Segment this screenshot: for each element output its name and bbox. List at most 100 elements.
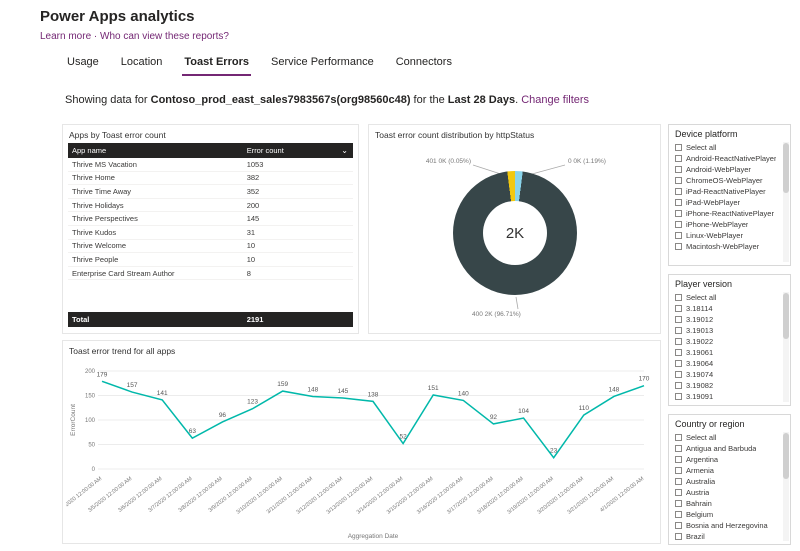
checkbox[interactable]	[675, 221, 682, 228]
filter-panel: Player version Select all 3.18114 3.19012 3…	[668, 274, 791, 406]
checkbox[interactable]	[675, 243, 682, 250]
filter-scrollbar-thumb[interactable]	[783, 433, 789, 479]
filter-option[interactable]: Select all	[675, 142, 778, 153]
checkbox[interactable]	[675, 316, 682, 323]
checkbox[interactable]	[675, 445, 682, 452]
filter-option[interactable]: iPhone-WebPlayer	[675, 219, 778, 230]
checkbox[interactable]	[675, 338, 682, 345]
tab-location[interactable]: Location	[120, 56, 163, 68]
filter-option[interactable]: 3.19013	[675, 325, 778, 336]
checkbox[interactable]	[675, 467, 682, 474]
value-label: 63	[189, 428, 197, 435]
filter-option[interactable]: Australia	[675, 476, 778, 487]
filter-option[interactable]: Bahrain	[675, 498, 778, 509]
donut-callout-401: 401 0K (0.05%)	[425, 158, 471, 165]
filter-option[interactable]: Antigua and Barbuda	[675, 443, 778, 454]
tab-connectors[interactable]: Connectors	[395, 56, 452, 68]
filter-option[interactable]: Armenia	[675, 465, 778, 476]
trend-line[interactable]	[101, 380, 645, 459]
tab-usage[interactable]: Usage	[67, 56, 99, 68]
filter-option[interactable]: Android-ReactNativePlayer	[675, 153, 778, 164]
column-header-app-name[interactable]: App name	[72, 146, 107, 155]
table-row[interactable]: Enterprise Card Stream Author 8	[68, 267, 353, 281]
checkbox[interactable]	[675, 349, 682, 356]
checkbox[interactable]	[675, 434, 682, 441]
checkbox[interactable]	[675, 456, 682, 463]
table-row[interactable]: Thrive MS Vacation 1053	[68, 158, 353, 172]
checkbox[interactable]	[675, 382, 682, 389]
filter-scrollbar[interactable]	[783, 432, 789, 541]
checkbox[interactable]	[675, 155, 682, 162]
filter-option[interactable]: iPad-ReactNativePlayer	[675, 186, 778, 197]
chevron-down-icon[interactable]: ⌄	[341, 145, 348, 155]
donut-chart[interactable]: 2K	[453, 171, 577, 295]
filter-option[interactable]: 3.19082	[675, 380, 778, 391]
checkbox[interactable]	[675, 489, 682, 496]
table-row[interactable]: Thrive Home 382	[68, 172, 353, 186]
filter-option-label: 3.19012	[686, 315, 714, 324]
filter-option[interactable]: 3.19091	[675, 391, 778, 402]
filter-option[interactable]: Select all	[675, 292, 778, 303]
value-label: 170	[639, 376, 650, 383]
table-row[interactable]: Thrive Welcome 10	[68, 240, 353, 254]
checkbox[interactable]	[675, 177, 682, 184]
checkbox[interactable]	[675, 327, 682, 334]
who-can-view-link[interactable]: Who can view these reports?	[100, 31, 229, 42]
filter-scrollbar[interactable]	[783, 292, 789, 402]
checkbox[interactable]	[675, 210, 682, 217]
filter-option[interactable]: Select all	[675, 432, 778, 443]
y-tick-label: 100	[85, 418, 96, 424]
checkbox[interactable]	[675, 511, 682, 518]
filter-option[interactable]: 3.18114	[675, 303, 778, 314]
checkbox[interactable]	[675, 371, 682, 378]
checkbox[interactable]	[675, 500, 682, 507]
filter-option[interactable]: iPad-WebPlayer	[675, 197, 778, 208]
checkbox[interactable]	[675, 522, 682, 529]
checkbox[interactable]	[675, 393, 682, 400]
table-row[interactable]: Thrive People 10	[68, 253, 353, 267]
filter-option[interactable]: 3.19022	[675, 336, 778, 347]
value-label: 104	[518, 408, 529, 415]
filter-option[interactable]: 3.19074	[675, 369, 778, 380]
checkbox[interactable]	[675, 144, 682, 151]
apps-table-title: Apps by Toast error count	[69, 130, 166, 140]
filter-option[interactable]: Austria	[675, 487, 778, 498]
filter-scrollbar-thumb[interactable]	[783, 143, 789, 194]
table-row[interactable]: Thrive Perspectives 145	[68, 212, 353, 226]
filter-option[interactable]: Macintosh-WebPlayer	[675, 241, 778, 252]
filter-option[interactable]: iPhone-ReactNativePlayer	[675, 208, 778, 219]
table-row[interactable]: Thrive Time Away 352	[68, 185, 353, 199]
filter-option[interactable]: Argentina	[675, 454, 778, 465]
checkbox[interactable]	[675, 305, 682, 312]
checkbox[interactable]	[675, 188, 682, 195]
table-row[interactable]: Thrive Kudos 31	[68, 226, 353, 240]
filter-option[interactable]: Belgium	[675, 509, 778, 520]
filter-option[interactable]: Android-WebPlayer	[675, 164, 778, 175]
table-row[interactable]: Thrive Holidays 200	[68, 199, 353, 213]
learn-more-link[interactable]: Learn more	[40, 31, 92, 42]
table-header-row[interactable]: App name Error count ⌄	[68, 143, 353, 158]
filter-option[interactable]: 3.19012	[675, 314, 778, 325]
value-label: 148	[608, 386, 619, 393]
checkbox[interactable]	[675, 166, 682, 173]
checkbox[interactable]	[675, 478, 682, 485]
change-filters-link[interactable]: Change filters	[521, 94, 590, 106]
tab-toast-errors[interactable]: Toast Errors	[182, 52, 251, 76]
checkbox[interactable]	[675, 294, 682, 301]
column-header-error-count[interactable]: Error count ⌄	[245, 146, 353, 155]
filter-option[interactable]: 3.19061	[675, 347, 778, 358]
tab-service-performance[interactable]: Service Performance	[270, 56, 374, 68]
value-label: 179	[97, 371, 108, 378]
page-title: Power Apps analytics	[40, 8, 195, 25]
filter-scrollbar-thumb[interactable]	[783, 293, 789, 340]
checkbox[interactable]	[675, 199, 682, 206]
checkbox[interactable]	[675, 533, 682, 540]
filter-scrollbar[interactable]	[783, 142, 789, 262]
checkbox[interactable]	[675, 360, 682, 367]
filter-option[interactable]: Linux-WebPlayer	[675, 230, 778, 241]
filter-option[interactable]: Bosnia and Herzegovina	[675, 520, 778, 531]
filter-option[interactable]: 3.19064	[675, 358, 778, 369]
filter-option[interactable]: ChromeOS-WebPlayer	[675, 175, 778, 186]
checkbox[interactable]	[675, 232, 682, 239]
filter-option[interactable]: Brazil	[675, 531, 778, 542]
